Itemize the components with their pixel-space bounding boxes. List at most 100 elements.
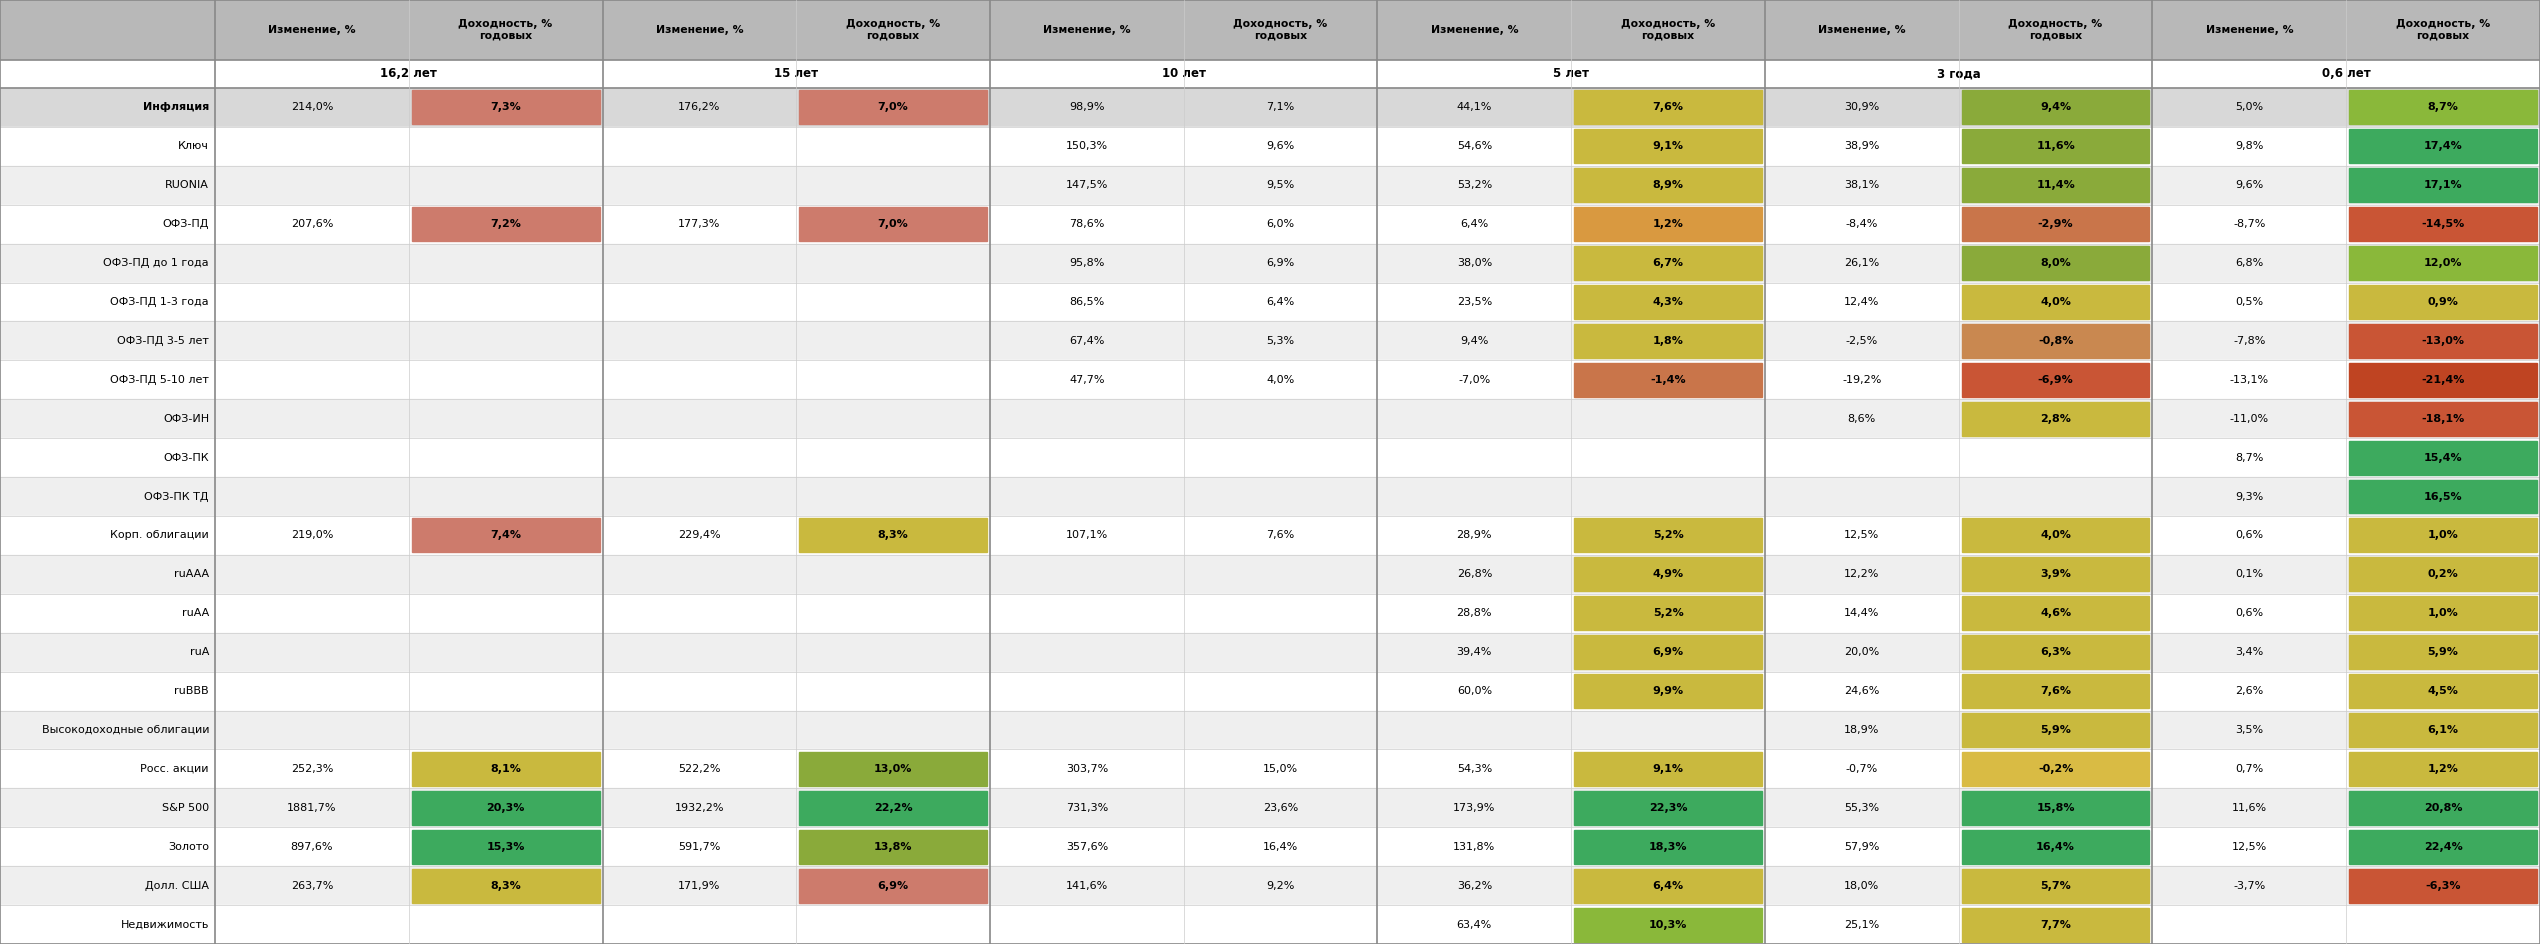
Bar — [411, 91, 599, 125]
Bar — [0, 905, 2540, 944]
Bar — [2350, 168, 2537, 202]
Bar — [0, 477, 2540, 516]
Bar — [2350, 246, 2537, 280]
Text: 8,7%: 8,7% — [2428, 103, 2459, 112]
Text: 897,6%: 897,6% — [290, 842, 333, 851]
Bar — [2350, 480, 2537, 514]
Text: 12,0%: 12,0% — [2423, 258, 2461, 268]
Text: 60,0%: 60,0% — [1458, 686, 1491, 696]
Bar — [0, 0, 2540, 60]
Text: 9,4%: 9,4% — [1460, 336, 1488, 346]
Text: 20,8%: 20,8% — [2423, 802, 2461, 813]
Text: Изменение, %: Изменение, % — [1430, 25, 1519, 35]
Text: 11,6%: 11,6% — [2037, 142, 2075, 151]
Bar — [411, 830, 599, 864]
Bar — [2350, 635, 2537, 669]
Text: -3,7%: -3,7% — [2233, 881, 2266, 890]
Bar — [1575, 907, 1763, 941]
Text: Доходность, %
годовых: Доходность, % годовых — [1621, 19, 1714, 41]
Text: 131,8%: 131,8% — [1453, 842, 1496, 851]
Bar — [1575, 324, 1763, 358]
Text: Инфляция: Инфляция — [142, 103, 208, 112]
Text: -7,8%: -7,8% — [2233, 336, 2266, 346]
Text: 1932,2%: 1932,2% — [676, 802, 724, 813]
Text: 4,6%: 4,6% — [2040, 608, 2070, 618]
Text: 1,0%: 1,0% — [2428, 608, 2459, 618]
Text: Недвижимость: Недвижимость — [119, 919, 208, 930]
Text: 54,3%: 54,3% — [1458, 764, 1491, 774]
Bar — [1575, 129, 1763, 163]
Text: 6,9%: 6,9% — [1267, 258, 1295, 268]
Text: 7,0%: 7,0% — [879, 103, 909, 112]
Text: S&P 500: S&P 500 — [163, 802, 208, 813]
Text: 5,2%: 5,2% — [1654, 531, 1684, 541]
Text: 731,3%: 731,3% — [1067, 802, 1107, 813]
Text: 8,3%: 8,3% — [879, 531, 909, 541]
Bar — [0, 60, 2540, 88]
Text: 10 лет: 10 лет — [1161, 68, 1206, 80]
Text: 5,9%: 5,9% — [2428, 648, 2459, 657]
Text: Изменение, %: Изменение, % — [2205, 25, 2294, 35]
Text: ОФЗ-ПД 3-5 лет: ОФЗ-ПД 3-5 лет — [117, 336, 208, 346]
Bar — [0, 750, 2540, 788]
Text: -2,5%: -2,5% — [1847, 336, 1877, 346]
Text: 9,3%: 9,3% — [2235, 492, 2263, 501]
Text: 6,4%: 6,4% — [1654, 881, 1684, 890]
Text: 12,5%: 12,5% — [1844, 531, 1880, 541]
Text: 4,0%: 4,0% — [1267, 375, 1295, 385]
Text: 0,5%: 0,5% — [2235, 297, 2263, 307]
Text: 303,7%: 303,7% — [1067, 764, 1107, 774]
Text: 4,5%: 4,5% — [2428, 686, 2459, 696]
Text: 44,1%: 44,1% — [1455, 103, 1491, 112]
Text: 9,2%: 9,2% — [1267, 881, 1295, 890]
Text: 36,2%: 36,2% — [1458, 881, 1491, 890]
Text: 9,6%: 9,6% — [1267, 142, 1295, 151]
Bar — [1575, 752, 1763, 785]
Text: 24,6%: 24,6% — [1844, 686, 1880, 696]
Text: 6,1%: 6,1% — [2428, 725, 2459, 735]
Text: 150,3%: 150,3% — [1067, 142, 1107, 151]
Text: -18,1%: -18,1% — [2421, 413, 2464, 424]
Bar — [800, 752, 988, 785]
Text: 214,0%: 214,0% — [290, 103, 333, 112]
Text: 57,9%: 57,9% — [1844, 842, 1880, 851]
Text: Доходность, %
годовых: Доходность, % годовых — [846, 19, 940, 41]
Text: 13,0%: 13,0% — [874, 764, 912, 774]
Text: Изменение, %: Изменение, % — [655, 25, 744, 35]
Text: 25,1%: 25,1% — [1844, 919, 1880, 930]
Bar — [1961, 635, 2149, 669]
Text: 47,7%: 47,7% — [1069, 375, 1105, 385]
Text: 4,0%: 4,0% — [2040, 297, 2070, 307]
Text: 15,0%: 15,0% — [1262, 764, 1298, 774]
Bar — [1575, 597, 1763, 631]
Text: 5,7%: 5,7% — [2040, 881, 2070, 890]
Text: 219,0%: 219,0% — [290, 531, 333, 541]
Text: 28,9%: 28,9% — [1455, 531, 1491, 541]
Text: 3,9%: 3,9% — [2040, 569, 2070, 580]
Text: 22,3%: 22,3% — [1648, 802, 1687, 813]
Bar — [800, 208, 988, 241]
Bar — [2350, 868, 2537, 902]
Text: -6,3%: -6,3% — [2426, 881, 2461, 890]
Bar — [1575, 362, 1763, 396]
Text: 7,6%: 7,6% — [2040, 686, 2070, 696]
Text: 16,5%: 16,5% — [2423, 492, 2461, 501]
Text: 8,0%: 8,0% — [2040, 258, 2070, 268]
Text: -8,7%: -8,7% — [2233, 219, 2266, 229]
Text: 7,6%: 7,6% — [1654, 103, 1684, 112]
Text: 177,3%: 177,3% — [678, 219, 721, 229]
Text: 98,9%: 98,9% — [1069, 103, 1105, 112]
Text: 23,6%: 23,6% — [1262, 802, 1298, 813]
Bar — [0, 516, 2540, 555]
Bar — [1961, 597, 2149, 631]
Bar — [1961, 752, 2149, 785]
Bar — [2350, 441, 2537, 475]
Bar — [1575, 674, 1763, 708]
Bar — [2350, 208, 2537, 241]
Text: 7,4%: 7,4% — [490, 531, 521, 541]
Bar — [2350, 129, 2537, 163]
Text: 11,4%: 11,4% — [2037, 180, 2075, 191]
Bar — [1961, 168, 2149, 202]
Text: 26,8%: 26,8% — [1455, 569, 1491, 580]
Text: -13,1%: -13,1% — [2230, 375, 2268, 385]
